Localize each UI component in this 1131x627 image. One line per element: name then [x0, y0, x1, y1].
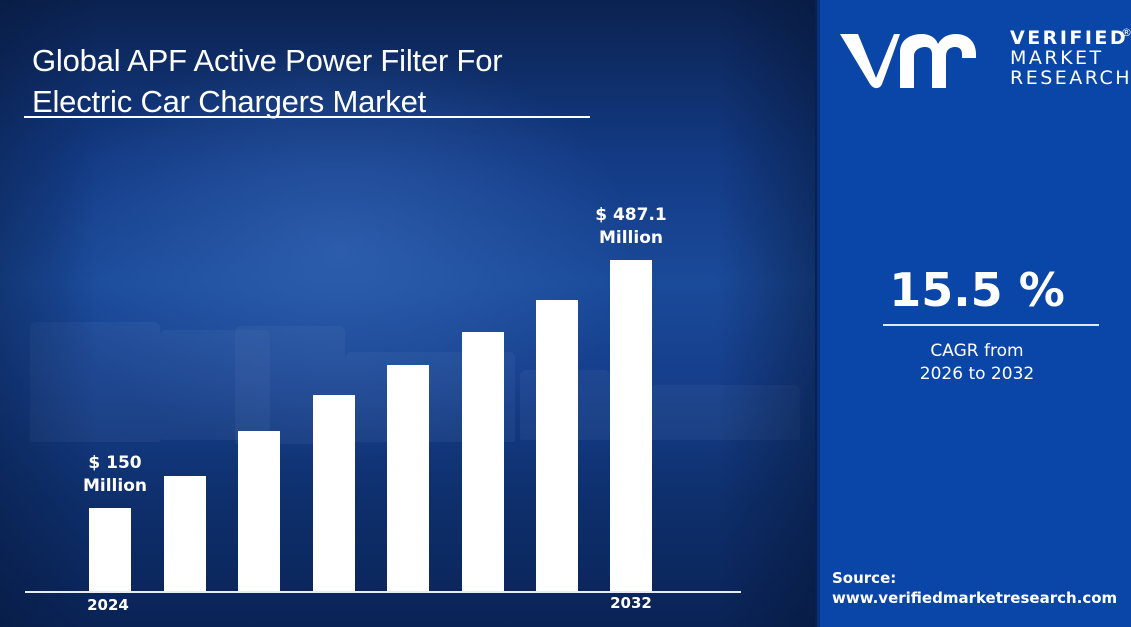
data-label-2032: $ 487.1 Million [571, 204, 691, 250]
vmr-logo-icon [840, 34, 976, 89]
chart-panel [0, 0, 815, 627]
cagr-label-line-1: CAGR from [930, 341, 1024, 361]
bar-2032 [610, 260, 652, 591]
cagr-divider [883, 324, 1099, 326]
bar-2028 [387, 365, 429, 591]
x-tick-2032: 2032 [610, 594, 652, 612]
bar-2025 [164, 476, 206, 591]
bar-2024 [89, 508, 131, 591]
chart-title: Global APF Active Power Filter For Elect… [32, 40, 632, 122]
bar-2027 [313, 395, 355, 591]
brand-name-line-3: RESEARCH [1010, 67, 1131, 89]
bar-2026 [238, 431, 280, 591]
title-line-2: Electric Car Chargers Market [32, 84, 427, 119]
background-truck [160, 330, 270, 440]
data-label-unit: Million [598, 228, 663, 248]
data-label-value: $ 487.1 [595, 205, 667, 225]
x-axis-line [25, 591, 741, 593]
title-line-1: Global APF Active Power Filter For [32, 43, 503, 78]
background-truck [30, 322, 160, 442]
title-underline [24, 116, 590, 118]
bar-2030 [536, 300, 578, 591]
data-label-unit: Million [82, 476, 147, 496]
data-label-value: $ 150 [88, 453, 142, 473]
brand-name: VERIFIED MARKET RESEARCH [1010, 28, 1131, 88]
brand-logo[interactable]: VERIFIED MARKET RESEARCH ® [838, 26, 1131, 98]
cagr-label: CAGR from 2026 to 2032 [820, 340, 1131, 386]
brand-name-line-1: VERIFIED [1010, 27, 1129, 49]
registered-mark: ® [1121, 26, 1131, 39]
bar-2029 [462, 332, 504, 591]
bar-chart: $ 150 Million $ 487.1 Million 2024 2032 [25, 204, 741, 614]
x-tick-2024: 2024 [87, 596, 129, 614]
source-label: Source: [832, 569, 897, 587]
cagr-value: 15.5 % [889, 263, 1065, 317]
background-truck [650, 385, 800, 440]
brand-name-line-2: MARKET [1010, 47, 1104, 69]
info-panel: VERIFIED MARKET RESEARCH ® 15.5 % CAGR f… [817, 0, 1131, 627]
cagr-label-line-2: 2026 to 2032 [919, 364, 1035, 384]
data-label-2024: $ 150 Million [55, 452, 175, 498]
source-link[interactable]: www.verifiedmarketresearch.com [832, 589, 1118, 607]
source-citation: Source: www.verifiedmarketresearch.com [832, 568, 1117, 608]
